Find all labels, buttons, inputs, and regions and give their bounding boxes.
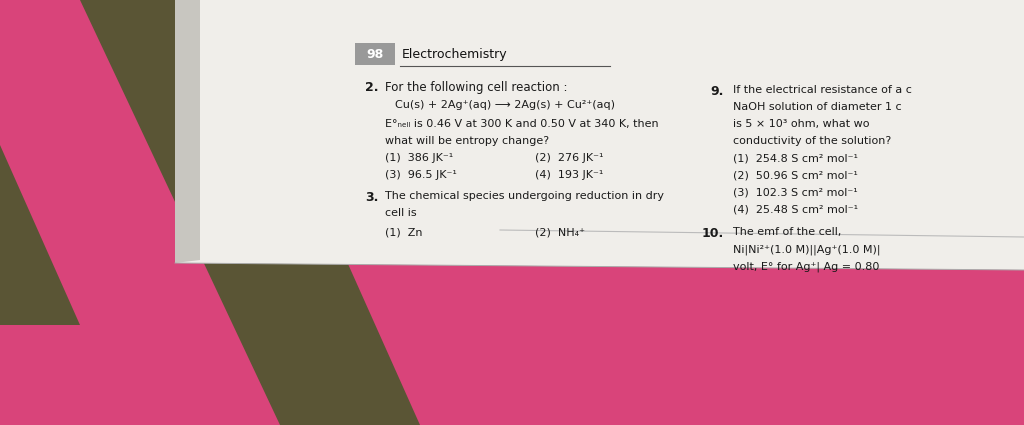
Text: 98: 98 [367,48,384,60]
Text: (2)  50.96 S cm² mol⁻¹: (2) 50.96 S cm² mol⁻¹ [733,170,858,180]
Text: conductivity of the solution?: conductivity of the solution? [733,136,891,146]
Polygon shape [500,0,1024,225]
Text: Ni|Ni²⁺(1.0 M)||Ag⁺(1.0 M)|: Ni|Ni²⁺(1.0 M)||Ag⁺(1.0 M)| [733,244,881,255]
Polygon shape [175,0,200,263]
Text: (1)  386 JK⁻¹: (1) 386 JK⁻¹ [385,153,454,163]
Text: (1)  Zn: (1) Zn [385,227,423,237]
Text: Cu(s) + 2Ag⁺(aq) ⟶ 2Ag(s) + Cu²⁺(aq): Cu(s) + 2Ag⁺(aq) ⟶ 2Ag(s) + Cu²⁺(aq) [395,100,615,110]
Text: cell is: cell is [385,208,417,218]
Text: volt, E° for Ag⁺| Ag = 0.80: volt, E° for Ag⁺| Ag = 0.80 [733,261,880,272]
Text: (2)  NH₄⁺: (2) NH₄⁺ [535,227,585,237]
Polygon shape [185,0,1024,265]
Polygon shape [80,0,420,425]
Text: 2.: 2. [365,81,379,94]
Text: (3)  102.3 S cm² mol⁻¹: (3) 102.3 S cm² mol⁻¹ [733,187,858,197]
Text: (3)  96.5 JK⁻¹: (3) 96.5 JK⁻¹ [385,170,457,180]
Text: (4)  25.48 S cm² mol⁻¹: (4) 25.48 S cm² mol⁻¹ [733,204,858,214]
Text: NaOH solution of diameter 1 c: NaOH solution of diameter 1 c [733,102,901,112]
Text: If the electrical resistance of a c: If the electrical resistance of a c [733,85,912,95]
Text: 9.: 9. [710,85,723,98]
Bar [355,43,395,65]
Polygon shape [183,0,1024,265]
Polygon shape [175,0,1024,270]
Text: (2)  276 JK⁻¹: (2) 276 JK⁻¹ [535,153,603,163]
Text: (4)  193 JK⁻¹: (4) 193 JK⁻¹ [535,170,603,180]
Polygon shape [850,0,1024,195]
Polygon shape [177,0,1024,265]
Text: is 5 × 10³ ohm, what wo: is 5 × 10³ ohm, what wo [733,119,869,129]
Text: Electrochemistry: Electrochemistry [402,48,508,60]
Polygon shape [181,0,1024,265]
Polygon shape [500,0,800,225]
Text: 10.: 10. [702,227,724,240]
Polygon shape [700,0,870,225]
Text: what will be entropy change?: what will be entropy change? [385,136,549,146]
Text: The chemical species undergoing reduction in dry: The chemical species undergoing reductio… [385,191,664,201]
Text: For the following cell reaction :: For the following cell reaction : [385,81,567,94]
Text: The emf of the cell,: The emf of the cell, [733,227,842,237]
Polygon shape [0,145,80,325]
Polygon shape [179,0,1024,265]
Text: E°ₙₑₗₗ is 0.46 V at 300 K and 0.50 V at 340 K, then: E°ₙₑₗₗ is 0.46 V at 300 K and 0.50 V at … [385,119,658,129]
Text: 3.: 3. [365,191,379,204]
Text: (1)  254.8 S cm² mol⁻¹: (1) 254.8 S cm² mol⁻¹ [733,153,858,163]
